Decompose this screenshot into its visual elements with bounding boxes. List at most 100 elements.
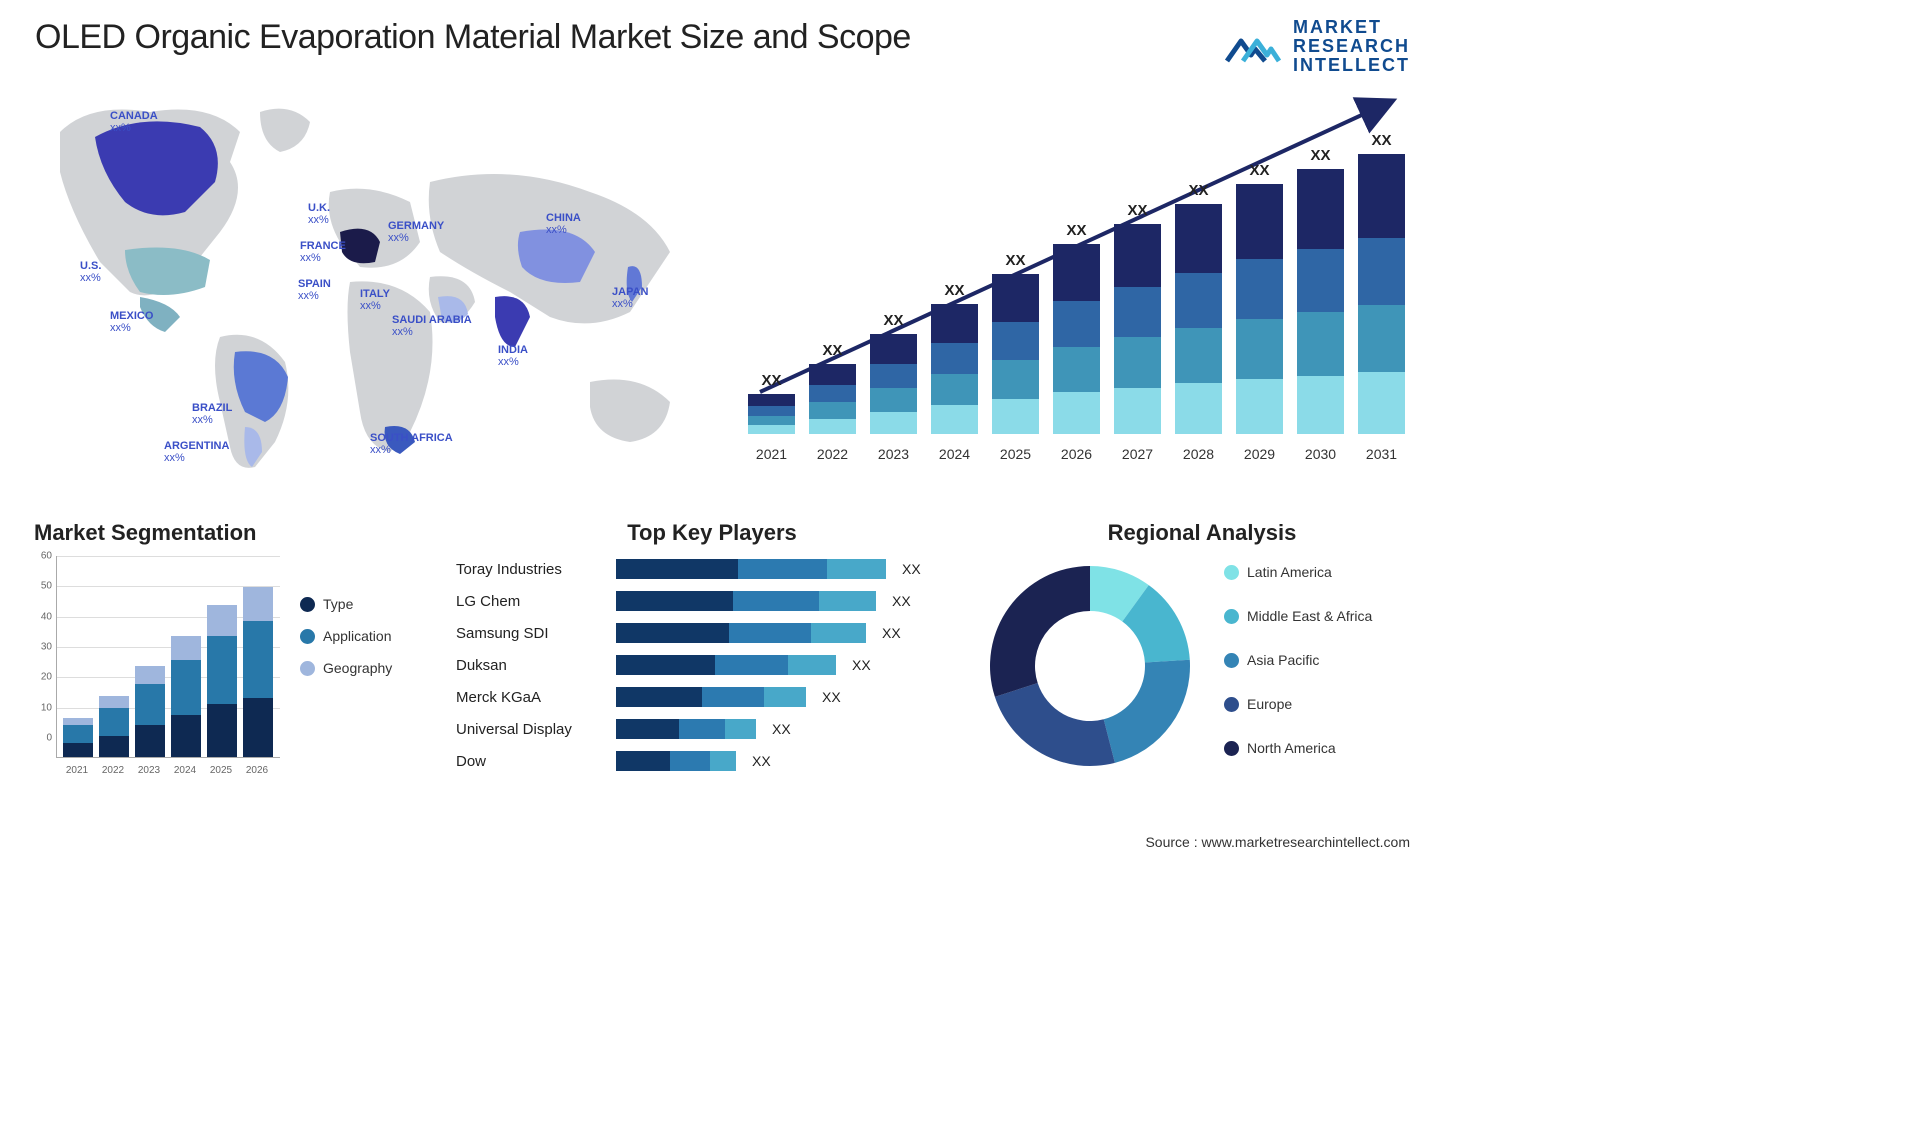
player-value: XX (902, 561, 921, 577)
donut-legend-europe: Europe (1224, 696, 1372, 712)
segmentation-legend: Type Application Geography (300, 596, 392, 692)
player-value: XX (772, 721, 791, 737)
bar-value-label: XX (1358, 132, 1405, 149)
player-name: Merck KGaA (456, 689, 606, 706)
seg-bar-2024 (171, 636, 201, 757)
legend-application: Application (300, 628, 392, 644)
seg-ytick: 20 (30, 672, 52, 683)
player-bar (616, 719, 756, 739)
seg-ytick: 0 (30, 733, 52, 744)
map-label-south-africa: SOUTH AFRICAxx% (370, 432, 453, 456)
player-bar (616, 591, 876, 611)
segmentation-panel: Market Segmentation 0 10 20 30 40 50 60 2021 202… (30, 520, 440, 800)
player-bar (616, 559, 886, 579)
seg-xlabel: 2025 (206, 765, 236, 776)
player-row-duksan: Duksan XX (456, 652, 970, 678)
player-value: XX (752, 753, 771, 769)
players-title: Top Key Players (450, 520, 970, 546)
donut-legend: Latin America Middle East & Africa Asia Pa… (1224, 564, 1372, 772)
world-map-panel: CANADAxx%U.S.xx%MEXICOxx%BRAZILxx%ARGENT… (30, 92, 720, 492)
legend-type: Type (300, 596, 392, 612)
bar-value-label: XX (992, 252, 1039, 269)
donut-chart (980, 556, 1200, 776)
segmentation-chart: 0102030405060202120222023202420252026 (30, 556, 280, 776)
player-value: XX (892, 593, 911, 609)
map-label-china: CHINAxx% (546, 212, 581, 236)
donut-legend-north-america: North America (1224, 740, 1372, 756)
player-bar (616, 687, 806, 707)
map-label-u-s-: U.S.xx% (80, 260, 101, 284)
seg-bar-2023 (135, 666, 165, 757)
page-title: OLED Organic Evaporation Material Market… (35, 18, 911, 57)
donut-slice-north-america (990, 566, 1090, 697)
map-label-brazil: BRAZILxx% (192, 402, 232, 426)
source-attribution: Source : www.marketresearchintellect.com (1145, 834, 1410, 850)
seg-ytick: 30 (30, 642, 52, 653)
seg-bar-2026 (243, 587, 273, 757)
map-label-japan: JAPANxx% (612, 286, 648, 310)
map-label-saudi-arabia: SAUDI ARABIAxx% (392, 314, 472, 338)
player-name: Samsung SDI (456, 625, 606, 642)
bar-value-label: XX (931, 282, 978, 299)
player-row-universal-display: Universal Display XX (456, 716, 970, 742)
donut-slice-asia-pacific (1104, 660, 1190, 763)
player-row-dow: Dow XX (456, 748, 970, 774)
donut-slice-europe (995, 683, 1115, 766)
key-players-panel: Top Key Players Toray IndustriesXX LG Che… (450, 520, 970, 800)
world-map-svg (30, 92, 720, 472)
player-value: XX (882, 625, 901, 641)
player-name: Duksan (456, 657, 606, 674)
map-label-canada: CANADAxx% (110, 110, 158, 134)
market-size-bar-panel: 2021202220232024202520262027202820292030… (740, 92, 1420, 492)
map-label-france: FRANCExx% (300, 240, 346, 264)
player-row-lg-chem: LG Chem XX (456, 588, 970, 614)
market-size-bar-chart: 2021202220232024202520262027202820292030… (740, 92, 1420, 462)
seg-ytick: 50 (30, 581, 52, 592)
seg-xlabel: 2022 (98, 765, 128, 776)
donut-legend-middle-east-africa: Middle East & Africa (1224, 608, 1372, 624)
bar-value-label: XX (748, 372, 795, 389)
map-label-u-k-: U.K.xx% (308, 202, 330, 226)
segmentation-title: Market Segmentation (30, 520, 440, 546)
brand-text: MARKET RESEARCH INTELLECT (1293, 18, 1410, 75)
player-row-merck-kgaa: Merck KGaA XX (456, 684, 970, 710)
player-bar (616, 751, 736, 771)
bar-value-label: XX (1297, 147, 1344, 164)
map-label-argentina: ARGENTINAxx% (164, 440, 229, 464)
donut-legend-latin-america: Latin America (1224, 564, 1372, 580)
player-bar (616, 655, 836, 675)
player-value: XX (822, 689, 841, 705)
bar-value-label: XX (1175, 182, 1222, 199)
donut-legend-asia-pacific: Asia Pacific (1224, 652, 1372, 668)
seg-ytick: 60 (30, 551, 52, 562)
regional-donut-panel: Regional Analysis Latin America Middle Ea… (980, 520, 1420, 800)
seg-ytick: 10 (30, 702, 52, 713)
map-label-italy: ITALYxx% (360, 288, 390, 312)
donut-title: Regional Analysis (980, 520, 1420, 546)
map-label-germany: GERMANYxx% (388, 220, 444, 244)
player-name: Dow (456, 753, 606, 770)
world-map: CANADAxx%U.S.xx%MEXICOxx%BRAZILxx%ARGENT… (30, 92, 720, 472)
seg-xlabel: 2023 (134, 765, 164, 776)
brand-logo: MARKET RESEARCH INTELLECT (1223, 18, 1410, 75)
player-value: XX (852, 657, 871, 673)
bar-value-label: XX (1236, 162, 1283, 179)
seg-xlabel: 2024 (170, 765, 200, 776)
seg-ytick: 40 (30, 611, 52, 622)
player-name: LG Chem (456, 593, 606, 610)
player-row-samsung-sdi: Samsung SDI XX (456, 620, 970, 646)
player-row-toray-industries: Toray IndustriesXX (456, 556, 970, 582)
players-list: Toray IndustriesXX LG Chem XX Samsung SDI XX… (450, 556, 970, 774)
seg-bar-2025 (207, 605, 237, 757)
map-label-india: INDIAxx% (498, 344, 528, 368)
player-bar (616, 623, 866, 643)
seg-bar-2021 (63, 718, 93, 757)
map-label-spain: SPAINxx% (298, 278, 331, 302)
bar-value-label: XX (1114, 202, 1161, 219)
seg-xlabel: 2026 (242, 765, 272, 776)
bar-value-label: XX (1053, 222, 1100, 239)
seg-xlabel: 2021 (62, 765, 92, 776)
legend-geography: Geography (300, 660, 392, 676)
seg-bar-2022 (99, 696, 129, 757)
player-name: Universal Display (456, 721, 606, 738)
